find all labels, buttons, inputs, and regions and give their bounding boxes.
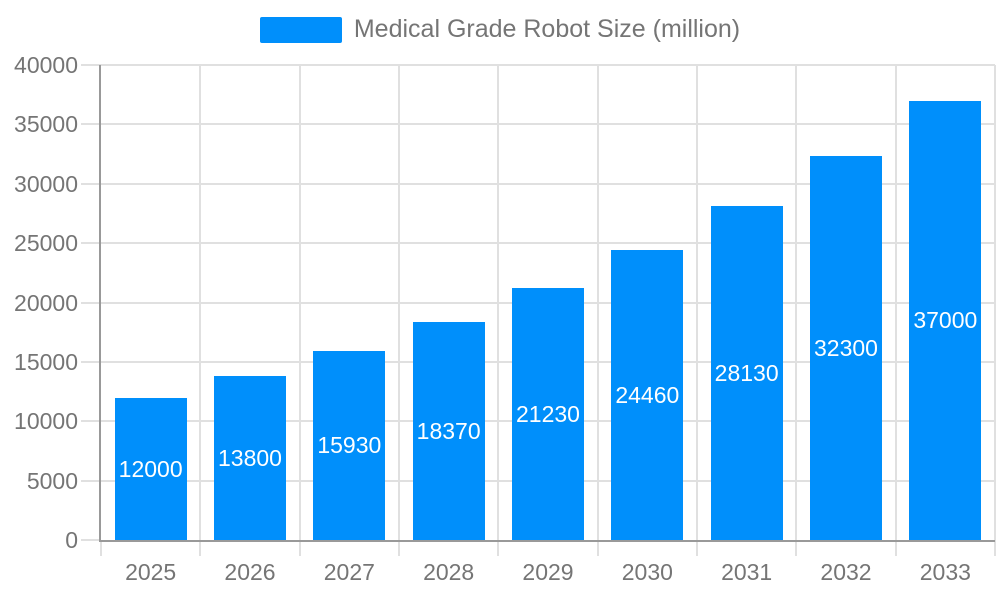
y-axis-label: 40000 xyxy=(14,52,78,78)
bar[interactable] xyxy=(810,156,882,540)
y-axis-tick xyxy=(81,420,101,423)
bar[interactable] xyxy=(114,397,187,540)
v-gridline xyxy=(199,65,202,540)
x-axis-tick xyxy=(298,540,301,556)
legend: Medical Grade Robot Size (million) xyxy=(0,15,1000,44)
y-axis-label: 30000 xyxy=(14,170,78,197)
x-axis-line xyxy=(99,540,995,542)
y-axis-tick xyxy=(81,182,101,185)
x-axis-label: 2028 xyxy=(423,559,475,585)
y-axis-label: 5000 xyxy=(26,467,78,494)
x-axis-tick xyxy=(398,540,400,556)
x-axis-label: 2026 xyxy=(224,559,276,585)
v-gridline xyxy=(994,65,996,540)
h-gridline xyxy=(101,64,995,66)
bar[interactable] xyxy=(214,376,286,540)
v-gridline xyxy=(696,65,698,540)
x-axis-label: 2027 xyxy=(323,559,375,585)
y-axis-label: 20000 xyxy=(14,289,78,316)
x-axis-tick xyxy=(894,540,897,556)
legend-item[interactable]: Medical Grade Robot Size (million) xyxy=(259,15,741,44)
y-axis-line xyxy=(99,65,101,540)
v-gridline xyxy=(497,65,500,540)
bar[interactable] xyxy=(611,249,684,540)
v-gridline xyxy=(894,65,897,540)
x-axis-tick xyxy=(795,540,798,556)
y-axis-label: 15000 xyxy=(14,348,78,375)
legend-swatch-icon xyxy=(259,16,342,43)
y-axis-tick xyxy=(81,64,101,66)
y-axis-tick xyxy=(81,301,101,304)
x-axis-label: 2033 xyxy=(919,559,971,585)
x-axis-label: 2031 xyxy=(721,559,773,585)
legend-label: Medical Grade Robot Size (million) xyxy=(353,15,741,43)
y-axis-tick xyxy=(81,123,101,126)
x-axis-tick xyxy=(994,540,996,556)
y-axis-label: 35000 xyxy=(14,111,78,138)
h-gridline xyxy=(101,242,995,245)
x-axis-tick xyxy=(199,540,202,556)
y-axis-label: 25000 xyxy=(14,230,78,257)
v-gridline xyxy=(795,65,798,540)
y-axis-label: 10000 xyxy=(14,408,78,435)
h-gridline xyxy=(101,123,995,126)
x-axis-tick xyxy=(696,540,698,556)
bar[interactable] xyxy=(313,350,386,540)
bar[interactable] xyxy=(412,321,485,540)
v-gridline xyxy=(298,65,301,540)
x-axis-label: 2029 xyxy=(522,559,574,585)
y-axis-tick xyxy=(81,479,101,482)
x-axis-label: 2032 xyxy=(820,559,872,585)
x-axis-label: 2030 xyxy=(621,559,673,585)
y-axis-label: 0 xyxy=(65,527,78,553)
x-axis-tick xyxy=(497,540,500,556)
y-axis-tick xyxy=(81,539,101,541)
v-gridline xyxy=(596,65,599,540)
y-axis-tick xyxy=(81,360,101,363)
bar[interactable] xyxy=(909,100,982,540)
x-axis-tick xyxy=(100,540,102,556)
bar[interactable] xyxy=(710,205,783,540)
x-axis-label: 2025 xyxy=(125,559,177,585)
h-gridline xyxy=(101,182,995,185)
v-gridline xyxy=(398,65,400,540)
bar[interactable] xyxy=(512,287,584,540)
y-axis-tick xyxy=(81,242,101,245)
x-axis-tick xyxy=(596,540,599,556)
